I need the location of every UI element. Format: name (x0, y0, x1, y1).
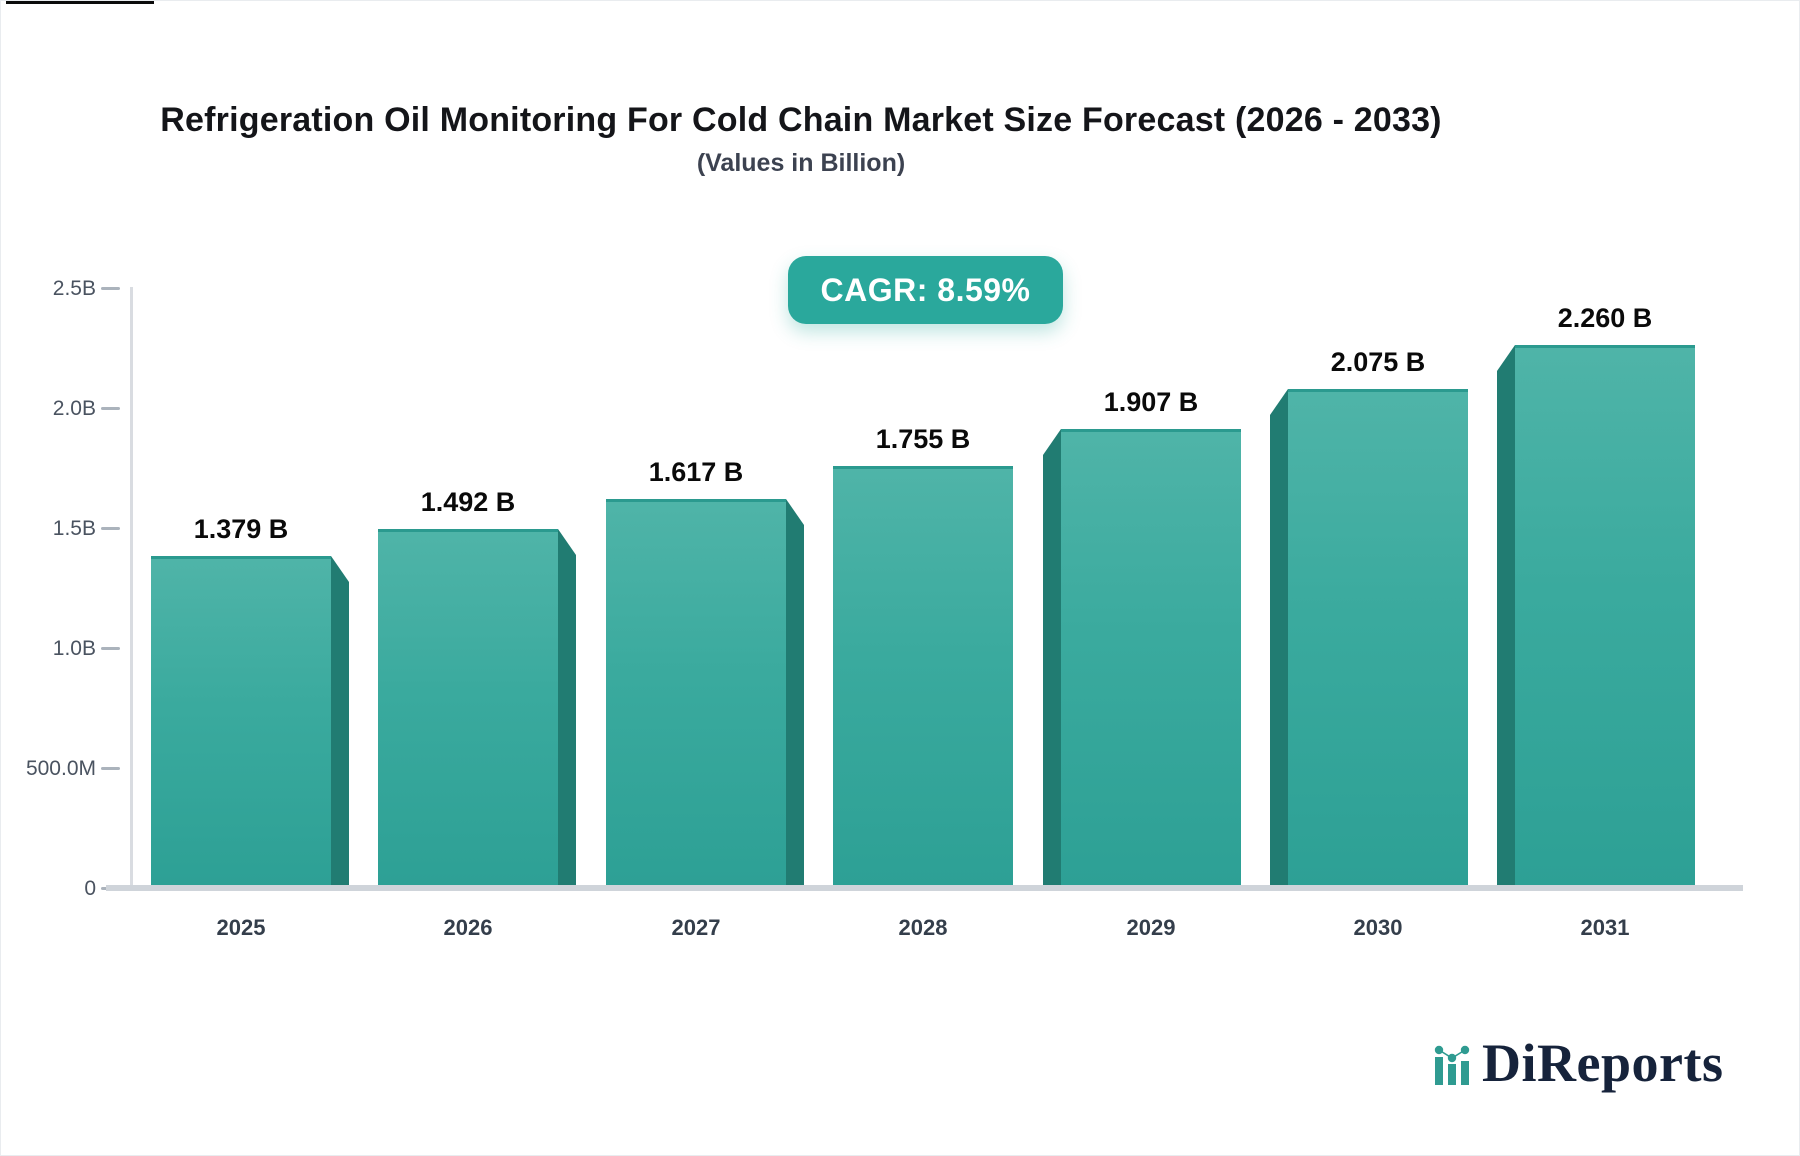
bar-2028 (833, 466, 1013, 887)
y-axis-label: 2.0B (52, 397, 96, 420)
bar-value-label: 2.260 B (1557, 303, 1653, 333)
x-axis-label-2026: 2026 (443, 915, 493, 940)
chart-subtitle: (Values in Billion) (696, 149, 906, 177)
x-axis-baseline (106, 885, 1743, 891)
bar-side-face (1043, 429, 1061, 887)
bar-2025 (151, 556, 331, 887)
x-axis-label-2027: 2027 (671, 915, 721, 940)
bar-side-face (786, 499, 804, 887)
y-axis-tick (101, 527, 120, 530)
y-axis-label: 1.5B (52, 517, 96, 540)
bar-side-face (1497, 345, 1515, 887)
y-axis-label: 500.0M (25, 757, 96, 780)
x-axis-label-2028: 2028 (898, 915, 948, 940)
mini-bar-line-chart-icon (1434, 1045, 1470, 1085)
bar-2026 (378, 529, 558, 887)
y-axis-tick (101, 767, 120, 770)
y-axis-line (130, 287, 133, 888)
y-axis-tick (101, 647, 120, 650)
bar-2030 (1288, 389, 1468, 887)
bar-2027 (606, 499, 786, 887)
bar-2029 (1061, 429, 1241, 887)
bar-side-face (331, 556, 349, 887)
bar-side-face (1270, 389, 1288, 887)
bar-value-label: 1.379 B (193, 514, 289, 544)
direports-logo: DiReports (1434, 1033, 1724, 1093)
bar-value-label: 1.755 B (875, 424, 971, 454)
y-axis-tick (101, 287, 120, 290)
logo-text: DiReports (1482, 1033, 1724, 1093)
y-axis-label: 1.0B (52, 637, 96, 660)
bar-2031 (1515, 345, 1695, 887)
x-axis-label-2029: 2029 (1126, 915, 1176, 940)
x-axis-label-2031: 2031 (1580, 915, 1630, 940)
bar-value-label: 1.907 B (1103, 387, 1199, 417)
bar-value-label: 2.075 B (1330, 347, 1426, 377)
y-axis-tick (101, 407, 120, 410)
chart-title: Refrigeration Oil Monitoring For Cold Ch… (160, 101, 1442, 139)
y-axis-label: 0 (84, 877, 96, 900)
bar-side-face (558, 529, 576, 887)
top-left-strip (6, 1, 154, 4)
x-axis-label-2025: 2025 (216, 915, 266, 940)
chart-header: Refrigeration Oil Monitoring For Cold Ch… (1, 97, 1601, 178)
cagr-badge: CAGR: 8.59% (788, 256, 1063, 324)
bar-value-label: 1.617 B (648, 457, 744, 487)
y-axis-label: 2.5B (52, 277, 96, 300)
x-axis-label-2030: 2030 (1353, 915, 1403, 940)
bar-value-label: 1.492 B (420, 487, 516, 517)
